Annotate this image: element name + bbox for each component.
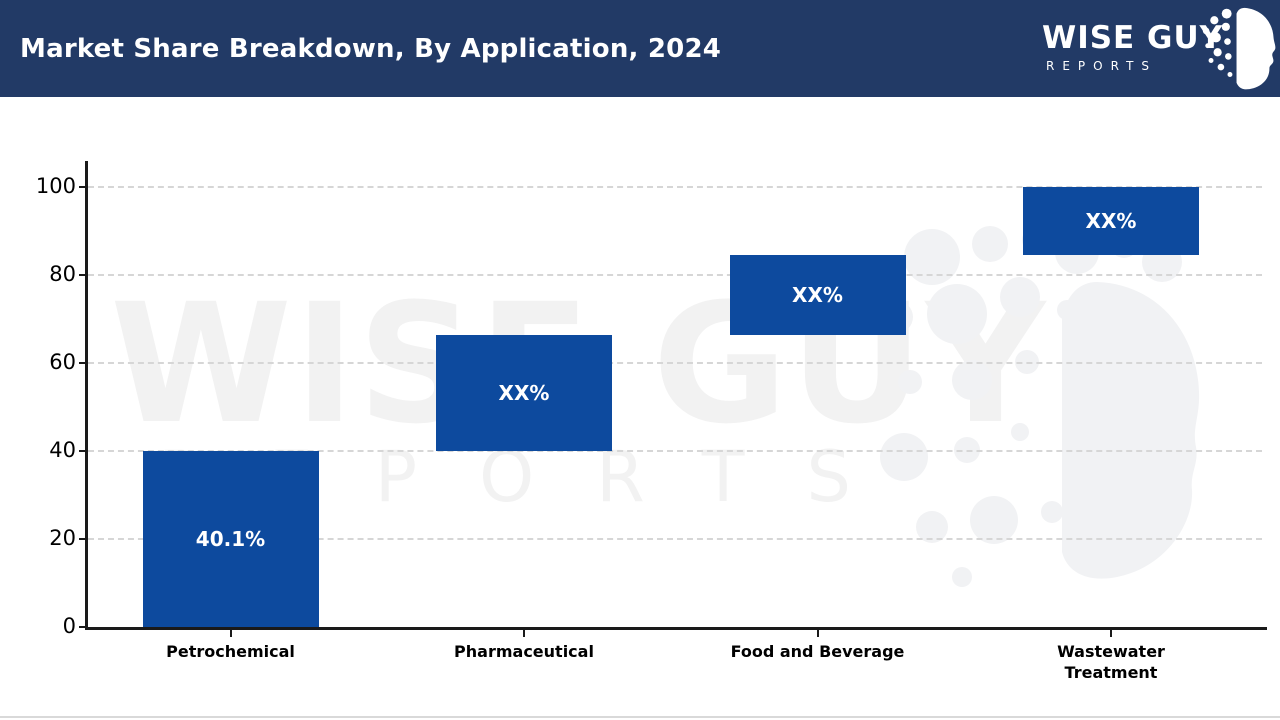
x-axis-line	[85, 627, 1267, 630]
y-axis-tick	[79, 538, 88, 541]
watermark-head-dots-icon	[880, 226, 1200, 587]
y-tick-label: 0	[62, 614, 76, 638]
y-axis-tick	[79, 274, 88, 277]
y-tick-label: 80	[49, 262, 76, 287]
y-axis-tick	[79, 450, 88, 453]
x-axis-tick	[1110, 629, 1112, 637]
bar-value-label: 40.1%	[195, 526, 266, 551]
logo: WISE GUY REPORTS	[1042, 20, 1222, 73]
x-category-label-line: Petrochemical	[166, 642, 295, 661]
bar-food-and-beverage: XX%	[729, 255, 906, 335]
y-axis-tick	[79, 362, 88, 365]
logo-subtext: REPORTS	[1046, 59, 1158, 73]
y-gridline	[88, 450, 1262, 453]
y-gridline	[88, 186, 1262, 189]
header-bar: Market Share Breakdown, By Application, …	[0, 0, 1280, 97]
x-category-label-line: Wastewater	[1057, 642, 1165, 661]
bar-petrochemical: 40.1%	[142, 450, 319, 627]
x-axis-tick	[229, 629, 232, 637]
y-gridline	[88, 538, 1262, 541]
x-axis-tick	[523, 629, 525, 637]
bar-value-label: XX%	[498, 380, 550, 405]
y-tick-label: 20	[49, 526, 76, 551]
logo-head-icon	[1202, 7, 1276, 90]
y-tick-label: 100	[35, 174, 76, 199]
x-category-label: Petrochemical	[121, 641, 341, 662]
footer-divider	[0, 716, 1280, 718]
bar-pharmaceutical: XX%	[436, 334, 612, 451]
x-category-label: Food and Beverage	[708, 641, 928, 662]
bar-wastewater-treatment: XX%	[1023, 187, 1199, 256]
x-category-label-line: Treatment	[1064, 663, 1158, 682]
y-tick-label: 60	[49, 350, 76, 375]
bar-value-label: XX%	[1085, 209, 1137, 234]
chart-title: Market Share Breakdown, By Application, …	[20, 34, 722, 64]
y-gridline	[88, 362, 1262, 365]
y-gridline	[88, 274, 1262, 277]
y-tick-label: 40	[49, 438, 76, 463]
x-category-label-line: Pharmaceutical	[454, 642, 594, 661]
y-axis-tick	[79, 626, 88, 628]
x-axis-tick	[816, 629, 819, 637]
bar-value-label: XX%	[792, 282, 843, 307]
y-axis-line	[85, 161, 88, 630]
y-axis-tick	[79, 186, 88, 189]
x-category-label: Pharmaceutical	[414, 641, 634, 662]
x-category-label: Wastewater Treatment	[1001, 641, 1221, 683]
logo-wordmark: WISE GUY	[1042, 20, 1224, 56]
x-category-label-line: Food and Beverage	[730, 642, 905, 661]
